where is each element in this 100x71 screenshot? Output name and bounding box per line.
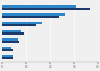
Bar xyxy=(2,24,36,26)
Bar xyxy=(2,5,76,8)
Bar xyxy=(2,13,65,16)
Bar xyxy=(2,8,90,10)
Bar xyxy=(2,55,13,57)
Bar xyxy=(2,30,21,32)
Bar xyxy=(2,16,59,18)
Bar xyxy=(2,32,24,35)
Bar xyxy=(2,38,18,41)
Bar xyxy=(2,22,42,24)
Bar xyxy=(2,49,13,51)
Bar xyxy=(2,41,19,43)
Bar xyxy=(2,57,13,59)
Bar xyxy=(2,47,11,49)
